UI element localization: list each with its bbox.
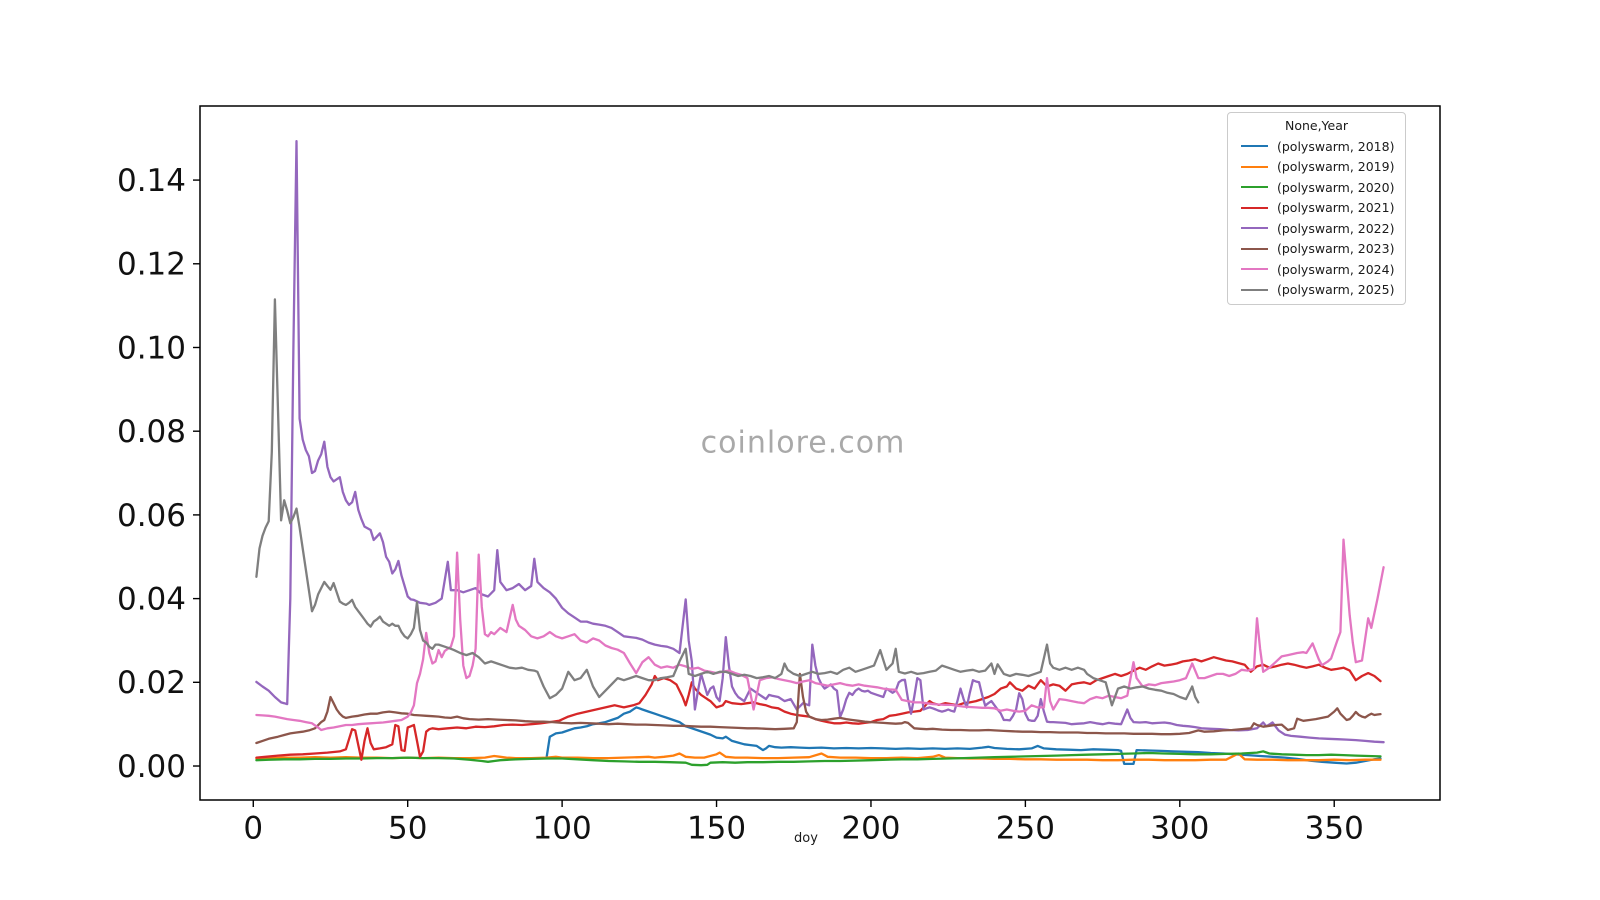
y-tick-label: 0.00 [117,749,186,785]
x-tick-label: 350 [1305,810,1364,846]
legend-item-label: (polyswarm, 2022) [1277,220,1395,236]
series-line-polyswarm-2021 [255,656,1382,761]
legend-item-label: (polyswarm, 2018) [1277,138,1395,154]
legend-line-swatch [1241,206,1268,209]
series-line-polyswarm-2020 [255,750,1382,767]
legend-item: (polyswarm, 2021) [1228,198,1405,219]
y-tick-label: 0.08 [117,414,186,450]
legend-line-swatch [1241,288,1268,291]
legend-line-swatch [1241,186,1268,189]
series-line-polyswarm-2019 [255,751,1382,762]
series-line-polyswarm-2024 [255,538,1385,732]
y-tick-label: 0.12 [117,247,186,283]
x-tick-label: 0 [243,810,263,846]
legend-line-swatch [1241,268,1268,271]
plot-border [199,105,1441,801]
legend-item-label: (polyswarm, 2023) [1277,241,1395,257]
legend-item-label: (polyswarm, 2024) [1277,261,1395,277]
legend-item: (polyswarm, 2025) [1228,280,1405,301]
legend-item: (polyswarm, 2020) [1228,177,1405,198]
legend-line-swatch [1241,247,1268,250]
series-line-polyswarm-2023 [255,672,1382,745]
y-tick-label: 0.02 [117,665,186,701]
x-tick-label: 300 [1150,810,1209,846]
legend-line-swatch [1241,165,1268,168]
x-tick-label: 100 [533,810,592,846]
legend-item-label: (polyswarm, 2025) [1277,282,1395,298]
y-tick-label: 0.06 [117,498,186,534]
x-tick-label: 250 [996,810,1055,846]
legend-item-label: (polyswarm, 2021) [1277,200,1395,216]
y-tick-label: 0.14 [117,163,186,199]
y-tick-label: 0.04 [117,581,186,617]
legend-line-swatch [1241,227,1268,230]
x-tick-label: 150 [687,810,746,846]
legend: None,Year (polyswarm, 2018) (polyswarm, 2… [1227,112,1406,305]
legend-item: (polyswarm, 2023) [1228,239,1405,260]
legend-item: (polyswarm, 2019) [1228,157,1405,178]
x-axis-label: doy [794,831,818,846]
legend-items: (polyswarm, 2018) (polyswarm, 2019) (polys… [1228,136,1405,300]
y-tick-label: 0.10 [117,330,186,366]
legend-title: None,Year [1284,118,1349,133]
series-line-polyswarm-2025 [255,298,1200,707]
x-tick-label: 200 [841,810,900,846]
legend-item-label: (polyswarm, 2020) [1277,179,1395,195]
legend-item-label: (polyswarm, 2019) [1277,159,1395,175]
legend-item: (polyswarm, 2024) [1228,259,1405,280]
legend-line-swatch [1241,145,1268,148]
legend-item: (polyswarm, 2018) [1228,136,1405,157]
series-line-polyswarm-2018 [545,706,1382,766]
legend-item: (polyswarm, 2022) [1228,218,1405,239]
x-tick-label: 50 [388,810,427,846]
watermark: coinlore.com [700,425,906,461]
